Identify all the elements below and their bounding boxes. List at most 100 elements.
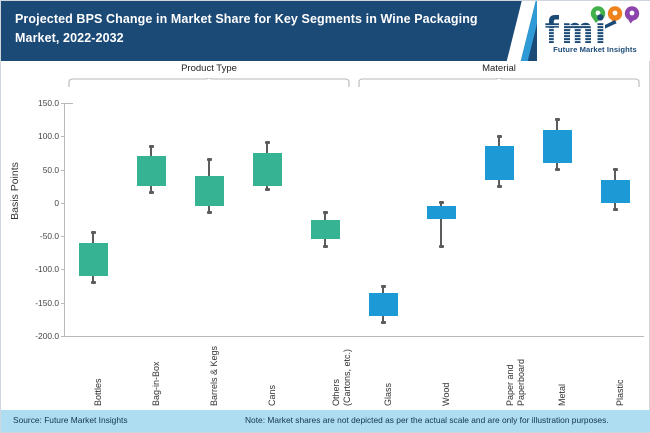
y-axis-tick-mark xyxy=(61,302,65,304)
x-axis-label-line: Paper and xyxy=(505,364,515,406)
candle-whisker-low-cap xyxy=(264,188,270,192)
x-axis-label-line: Cans xyxy=(267,384,277,406)
candle-whisker-low-cap xyxy=(322,244,328,248)
candle-box xyxy=(310,219,340,240)
y-axis-tick-mark xyxy=(61,236,65,238)
candle-whisker-high-cap xyxy=(438,201,444,205)
candle-whisker-high-cap xyxy=(612,168,618,172)
x-axis-label-line: Bottles xyxy=(93,378,103,406)
source-text: Source: Future Market Insights xyxy=(13,415,128,425)
x-axis-label: Glass xyxy=(383,383,394,406)
page-title: Projected BPS Change in Market Share for… xyxy=(15,12,478,45)
x-axis-label-line: Bag-in-Box xyxy=(151,361,161,406)
candle-whisker-low-cap xyxy=(380,321,386,325)
x-axis-label-line: (Cartons, etc.) xyxy=(341,348,352,406)
candle-whisker-low-cap xyxy=(438,244,444,248)
y-axis-line xyxy=(64,103,65,336)
candle-box xyxy=(368,292,398,317)
y-axis-tick-label: -200.0 xyxy=(35,331,59,341)
candle-whisker-high-cap xyxy=(90,231,96,235)
x-axis-label-line: Paperboard xyxy=(515,358,526,406)
candle-box xyxy=(426,206,456,220)
candle-box xyxy=(194,176,224,207)
fmi-logo-mark: Future Market Insights xyxy=(543,5,647,57)
x-axis-label: Bottles xyxy=(93,378,104,406)
candlestick xyxy=(470,97,528,342)
candle-whisker-high-cap xyxy=(554,118,560,122)
group-label: Product Type xyxy=(181,63,237,74)
footer-bar: Source: Future Market Insights Note: Mar… xyxy=(1,410,650,432)
y-axis-tick-label: -100.0 xyxy=(35,264,59,275)
x-axis-label: Metal xyxy=(557,384,568,406)
candle-box xyxy=(600,179,630,203)
candle-whisker-low-cap xyxy=(148,191,154,195)
x-axis-label-line: Others xyxy=(331,378,341,406)
candle-box xyxy=(136,156,166,187)
y-axis-tick-label: 50.0 xyxy=(42,164,59,175)
x-axis-label-line: Metal xyxy=(557,383,567,406)
candle-whisker-high-cap xyxy=(380,284,386,288)
group-label: Material xyxy=(482,63,516,74)
y-axis-tick-label: 100.0 xyxy=(38,131,59,142)
candlestick xyxy=(354,97,412,342)
candle-whisker-high-cap xyxy=(206,158,212,162)
candlestick xyxy=(180,97,238,342)
candlestick xyxy=(528,97,586,342)
candlestick xyxy=(122,97,180,342)
y-axis-tick-label: -50.0 xyxy=(39,231,59,242)
y-axis-ticks: 150.0 100.0 50.0 0 -50.0 -100.0 -150.0 -200.0 xyxy=(9,97,59,342)
x-axis-label: Wood xyxy=(441,383,452,406)
x-axis-label: Others (Cartons, etc.) xyxy=(331,349,352,406)
fmi-logo-tagline: Future Market Insights xyxy=(553,45,637,54)
x-axis-label: Bag-in-Box xyxy=(151,361,162,406)
y-axis-tick-mark xyxy=(61,336,65,337)
x-axis-label-line: Wood xyxy=(441,382,451,406)
y-axis-tick-mark xyxy=(61,202,65,204)
candlestick xyxy=(238,97,296,342)
candle-whisker-low-cap xyxy=(206,211,212,215)
candlestick xyxy=(296,97,354,342)
candlestick xyxy=(586,97,644,342)
note-text: Note: Market shares are not depicted as … xyxy=(245,415,609,425)
x-axis-label-line: Plastic xyxy=(615,379,625,406)
candle-box xyxy=(252,152,282,187)
y-axis-tick-mark xyxy=(61,103,65,104)
y-axis-tick-label: 150.0 xyxy=(38,98,59,108)
candle-whisker-low-cap xyxy=(90,281,96,285)
x-axis-label: Plastic xyxy=(615,379,626,406)
candle-whisker-low-cap xyxy=(554,168,560,172)
y-axis-tick-label: -150.0 xyxy=(35,297,59,308)
y-axis-tick-mark xyxy=(61,136,65,138)
candle-whisker-low-cap xyxy=(496,184,502,188)
x-axis-line xyxy=(64,336,644,337)
candle-whisker-low-cap xyxy=(612,208,618,211)
candle-series xyxy=(64,97,644,342)
y-axis-tick-label: 0 xyxy=(54,197,59,208)
candle-box xyxy=(78,242,108,277)
candle-wick xyxy=(440,202,442,247)
y-axis-top-cap xyxy=(64,103,73,104)
group-bracket xyxy=(358,78,640,87)
fmi-logo: Future Market Insights xyxy=(537,1,650,61)
candle-whisker-high-cap xyxy=(322,211,328,215)
candle-whisker-high-cap xyxy=(264,141,270,145)
group-bracket xyxy=(68,78,350,87)
plot-area: Basis Points 150.0 100.0 50.0 0 -50.0 -100.0-… xyxy=(1,97,650,342)
candlestick xyxy=(412,97,470,342)
group-header-band: Product Type Material xyxy=(1,61,650,97)
x-axis-label-line: Barrels & Kegs xyxy=(209,345,219,406)
x-axis-label: Barrels & Kegs xyxy=(209,346,220,406)
candlestick xyxy=(64,97,122,342)
x-axis-label: Cans xyxy=(267,385,278,406)
x-axis-labels: Bottles Bag-in-Box Barrels & Kegs Cans Other… xyxy=(64,342,644,408)
y-axis-tick-mark xyxy=(61,269,65,271)
candle-box xyxy=(484,146,514,180)
x-axis-label-line: Glass xyxy=(383,382,393,406)
candle-whisker-high-cap xyxy=(148,144,154,148)
candle-box xyxy=(542,129,572,163)
y-axis-tick-mark xyxy=(61,169,65,171)
candle-whisker-high-cap xyxy=(496,134,502,138)
fmi-logo-icon xyxy=(545,6,640,43)
x-axis-label: Paper and Paperboard xyxy=(505,359,526,406)
